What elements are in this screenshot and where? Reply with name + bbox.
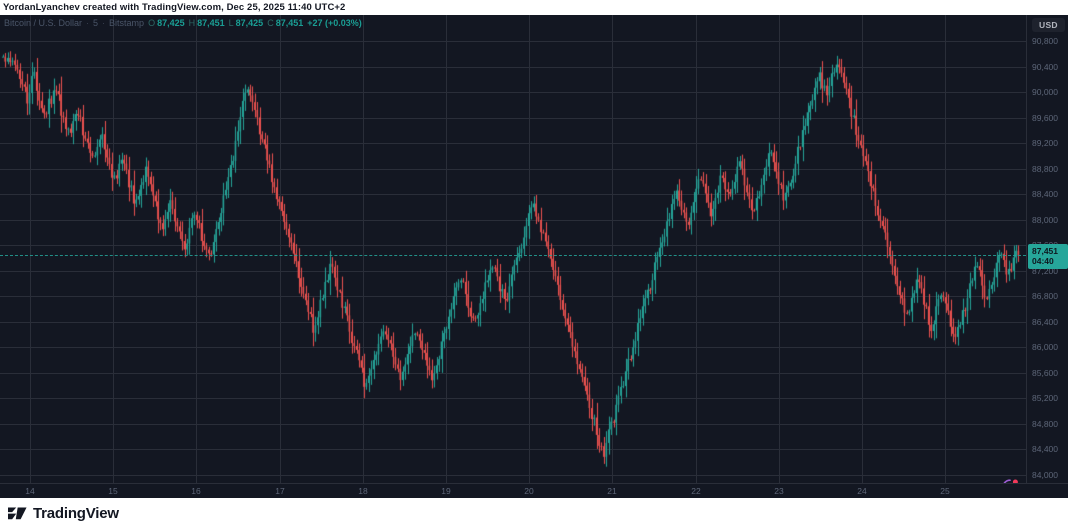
legend-low-key: L bbox=[228, 18, 234, 28]
time-tick-label: 22 bbox=[691, 486, 701, 496]
price-tick-label: 86,000 bbox=[1032, 342, 1058, 352]
time-tick-label: 20 bbox=[524, 486, 534, 496]
replay-lightning-icon[interactable] bbox=[1000, 477, 1020, 483]
price-tick-label: 88,400 bbox=[1032, 189, 1058, 199]
legend-interval[interactable]: 5 bbox=[93, 18, 99, 28]
price-tick-label: 84,800 bbox=[1032, 419, 1058, 429]
price-tick-label: 84,400 bbox=[1032, 444, 1058, 454]
time-tick-label: 25 bbox=[940, 486, 950, 496]
chart-container[interactable]: Bitcoin / U.S. Dollar · 5 · Bitstamp O 8… bbox=[0, 15, 1068, 498]
price-tick-label: 87,200 bbox=[1032, 266, 1058, 276]
attribution-text: YordanLyanchev created with TradingView.… bbox=[3, 2, 346, 13]
legend-separator-2: · bbox=[102, 18, 106, 28]
tradingview-logo-icon bbox=[8, 507, 27, 520]
price-tick-label: 90,400 bbox=[1032, 62, 1058, 72]
price-tick-label: 88,000 bbox=[1032, 215, 1058, 225]
currency-badge[interactable]: USD bbox=[1032, 18, 1065, 32]
price-tick-label: 88,800 bbox=[1032, 164, 1058, 174]
price-tick-label: 86,800 bbox=[1032, 291, 1058, 301]
legend-change: +27 (+0.03%) bbox=[307, 18, 362, 28]
time-tick-label: 15 bbox=[108, 486, 118, 496]
legend-close-value: 87,451 bbox=[275, 18, 304, 28]
current-price-badge[interactable]: 87,451 04:40 bbox=[1028, 244, 1068, 269]
countdown-timer: 04:40 bbox=[1032, 256, 1054, 266]
chart-legend[interactable]: Bitcoin / U.S. Dollar · 5 · Bitstamp O 8… bbox=[4, 18, 362, 29]
legend-low: L 87,425 bbox=[229, 18, 264, 29]
legend-high-value: 87,451 bbox=[197, 18, 225, 28]
price-tick-label: 89,200 bbox=[1032, 138, 1058, 148]
time-tick-label: 18 bbox=[358, 486, 368, 496]
time-tick-label: 23 bbox=[774, 486, 784, 496]
time-axis[interactable]: 14 15 16 17 18 19 20 21 22 23 24 25 bbox=[0, 483, 1068, 498]
legend-open: O 87,425 bbox=[148, 18, 185, 29]
time-tick-label: 24 bbox=[857, 486, 867, 496]
time-tick-label: 21 bbox=[607, 486, 617, 496]
time-tick-label: 19 bbox=[441, 486, 451, 496]
chart-plot-area[interactable]: Bitcoin / U.S. Dollar · 5 · Bitstamp O 8… bbox=[0, 15, 1026, 483]
legend-open-value: 87,425 bbox=[157, 18, 185, 28]
current-price-value: 87,451 bbox=[1032, 246, 1058, 256]
footer-branding: TradingView bbox=[0, 498, 1068, 529]
current-price-line bbox=[0, 255, 1026, 256]
price-tick-label: 89,600 bbox=[1032, 113, 1058, 123]
legend-exchange[interactable]: Bitstamp bbox=[109, 18, 145, 28]
time-tick-label: 17 bbox=[275, 486, 285, 496]
legend-low-value: 87,425 bbox=[235, 18, 264, 28]
price-tick-label: 85,600 bbox=[1032, 368, 1058, 378]
legend-symbol[interactable]: Bitcoin / U.S. Dollar bbox=[4, 18, 83, 28]
candlestick-series bbox=[0, 15, 1026, 483]
footer-brand-text: TradingView bbox=[33, 505, 119, 522]
legend-high-key: H bbox=[188, 18, 196, 28]
legend-separator-1: · bbox=[86, 18, 90, 28]
price-axis[interactable]: USD 90,800 90,400 90,000 89,600 89,200 88,800… bbox=[1026, 15, 1068, 483]
attribution-header: YordanLyanchev created with TradingView.… bbox=[0, 0, 1068, 15]
price-tick-label: 90,000 bbox=[1032, 87, 1058, 97]
legend-close: C 87,451 bbox=[267, 18, 303, 29]
legend-close-key: C bbox=[267, 18, 274, 28]
time-tick-label: 16 bbox=[191, 486, 201, 496]
price-tick-label: 90,800 bbox=[1032, 36, 1058, 46]
price-tick-label: 85,200 bbox=[1032, 393, 1058, 403]
legend-high: H 87,451 bbox=[189, 18, 225, 29]
price-tick-label: 86,400 bbox=[1032, 317, 1058, 327]
time-tick-label: 14 bbox=[25, 486, 35, 496]
price-tick-label: 84,000 bbox=[1032, 470, 1058, 480]
legend-open-key: O bbox=[148, 18, 156, 28]
